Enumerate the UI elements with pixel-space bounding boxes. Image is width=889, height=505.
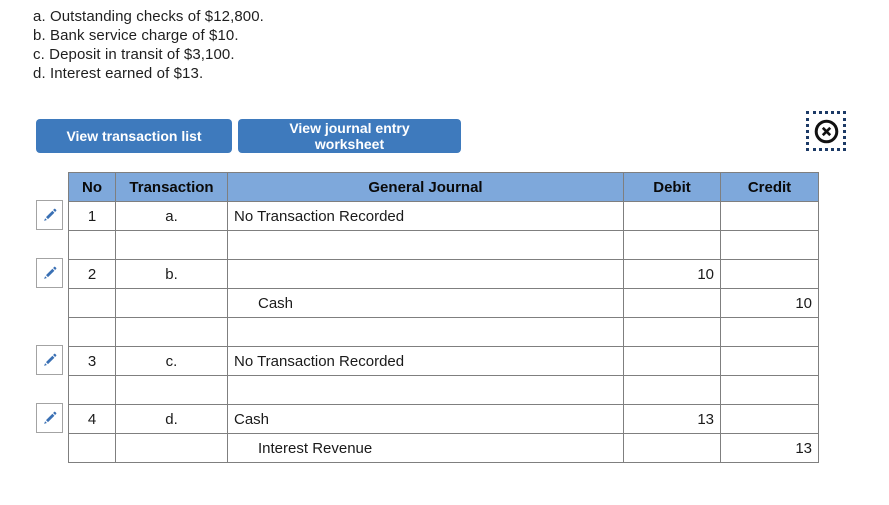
header-general-journal: General Journal <box>227 172 624 202</box>
cell-account <box>227 259 624 289</box>
edit-entry-2-button[interactable] <box>36 258 63 288</box>
cell-account <box>227 375 624 405</box>
note-line-d: d. Interest earned of $13. <box>33 65 204 82</box>
cell-account: No Transaction Recorded <box>227 201 624 231</box>
view-transaction-list-button[interactable]: View transaction list <box>36 119 232 153</box>
pencil-icon <box>42 410 58 426</box>
note-line-b: b. Bank service charge of $10. <box>33 27 239 44</box>
header-transaction: Transaction <box>115 172 228 202</box>
cell-no <box>68 375 116 405</box>
cell-account: Cash <box>227 288 624 318</box>
cell-no <box>68 433 116 463</box>
header-no: No <box>68 172 116 202</box>
general-journal-table: No Transaction General Journal Debit Cre… <box>68 172 819 463</box>
cell-transaction <box>115 317 228 347</box>
cell-no: 4 <box>68 404 116 434</box>
note-line-c: c. Deposit in transit of $3,100. <box>33 46 235 63</box>
cell-debit <box>623 288 721 318</box>
table-row: 4 d. Cash 13 <box>68 404 819 434</box>
transaction-notes: a. Outstanding checks of $12,800. b. Ban… <box>33 7 264 83</box>
cell-no: 3 <box>68 346 116 376</box>
header-credit: Credit <box>720 172 819 202</box>
pencil-icon <box>42 207 58 223</box>
cell-credit <box>720 317 819 347</box>
pencil-icon <box>42 352 58 368</box>
cell-debit: 13 <box>623 404 721 434</box>
cell-transaction: a. <box>115 201 228 231</box>
edit-entry-4-button[interactable] <box>36 403 63 433</box>
cell-transaction <box>115 288 228 318</box>
cell-debit <box>623 375 721 405</box>
cell-account: Interest Revenue <box>227 433 624 463</box>
cell-credit <box>720 375 819 405</box>
edit-entry-3-button[interactable] <box>36 345 63 375</box>
cell-credit <box>720 404 819 434</box>
cell-debit <box>623 433 721 463</box>
cell-no <box>68 317 116 347</box>
table-row: Cash 10 <box>68 288 819 318</box>
cell-credit <box>720 230 819 260</box>
circled-x-icon <box>813 118 840 145</box>
cell-transaction <box>115 433 228 463</box>
cell-credit <box>720 201 819 231</box>
table-row <box>68 317 819 347</box>
cell-no: 2 <box>68 259 116 289</box>
table-row <box>68 375 819 405</box>
header-debit: Debit <box>623 172 721 202</box>
table-header-row: No Transaction General Journal Debit Cre… <box>68 172 819 202</box>
cell-debit <box>623 346 721 376</box>
note-line-a: a. Outstanding checks of $12,800. <box>33 8 264 25</box>
cell-credit <box>720 259 819 289</box>
cell-no <box>68 288 116 318</box>
cell-no: 1 <box>68 201 116 231</box>
cell-transaction: b. <box>115 259 228 289</box>
view-journal-entry-worksheet-button[interactable]: View journal entry worksheet <box>238 119 461 153</box>
cell-account <box>227 230 624 260</box>
table-row: 1 a. No Transaction Recorded <box>68 201 819 231</box>
close-button[interactable] <box>806 111 846 151</box>
cell-debit <box>623 201 721 231</box>
cell-transaction: c. <box>115 346 228 376</box>
cell-debit: 10 <box>623 259 721 289</box>
cell-debit <box>623 230 721 260</box>
cell-debit <box>623 317 721 347</box>
table-row: Interest Revenue 13 <box>68 433 819 463</box>
cell-transaction <box>115 375 228 405</box>
table-row <box>68 230 819 260</box>
cell-no <box>68 230 116 260</box>
cell-credit <box>720 346 819 376</box>
cell-credit: 13 <box>720 433 819 463</box>
cell-credit: 10 <box>720 288 819 318</box>
table-row: 3 c. No Transaction Recorded <box>68 346 819 376</box>
cell-account <box>227 317 624 347</box>
pencil-icon <box>42 265 58 281</box>
edit-entry-1-button[interactable] <box>36 200 63 230</box>
cell-transaction: d. <box>115 404 228 434</box>
cell-transaction <box>115 230 228 260</box>
cell-account: No Transaction Recorded <box>227 346 624 376</box>
table-row: 2 b. 10 <box>68 259 819 289</box>
cell-account: Cash <box>227 404 624 434</box>
